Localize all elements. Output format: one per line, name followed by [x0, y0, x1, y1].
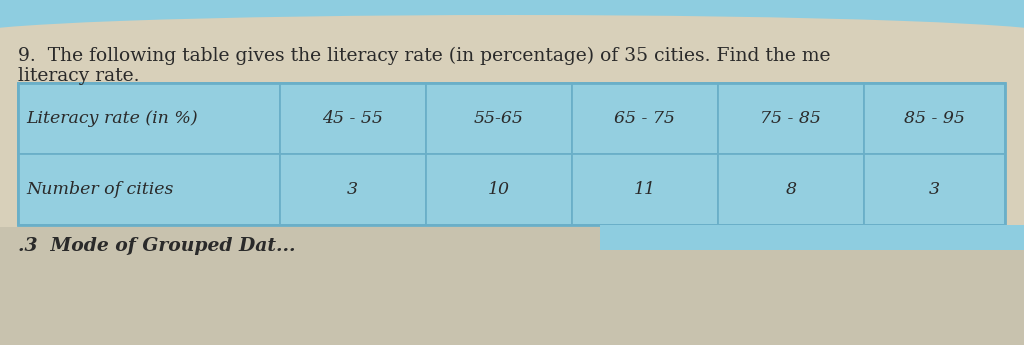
Bar — [0, 227, 1024, 345]
Bar — [864, 83, 1005, 154]
Text: 3: 3 — [347, 181, 358, 198]
Text: 75 - 85: 75 - 85 — [761, 110, 821, 127]
Bar — [0, 0, 1024, 35]
Bar — [18, 154, 280, 225]
Bar — [718, 83, 864, 154]
Bar — [18, 83, 1005, 225]
Bar — [600, 225, 1024, 250]
Text: 9.  The following table gives the literacy rate (in percentage) of 35 cities. Fi: 9. The following table gives the literac… — [18, 47, 830, 65]
Text: 65 - 75: 65 - 75 — [614, 110, 675, 127]
Text: 85 - 95: 85 - 95 — [904, 110, 965, 127]
Text: 55-65: 55-65 — [474, 110, 523, 127]
Bar — [18, 83, 280, 154]
Bar — [864, 154, 1005, 225]
Text: 10: 10 — [487, 181, 510, 198]
Text: Literacy rate (in %): Literacy rate (in %) — [26, 110, 198, 127]
Bar — [426, 154, 571, 225]
Text: .3  Mode of Grouped Dat...: .3 Mode of Grouped Dat... — [18, 237, 296, 255]
Text: Number of cities: Number of cities — [26, 181, 173, 198]
Bar — [280, 154, 426, 225]
Bar — [718, 154, 864, 225]
Bar — [426, 83, 571, 154]
Text: 11: 11 — [634, 181, 655, 198]
Text: 8: 8 — [785, 181, 797, 198]
Ellipse shape — [0, 15, 1024, 55]
Text: 3: 3 — [929, 181, 940, 198]
Bar — [280, 83, 426, 154]
Bar — [571, 154, 718, 225]
Text: literacy rate.: literacy rate. — [18, 67, 139, 85]
Bar — [571, 83, 718, 154]
Text: 45 - 55: 45 - 55 — [323, 110, 383, 127]
